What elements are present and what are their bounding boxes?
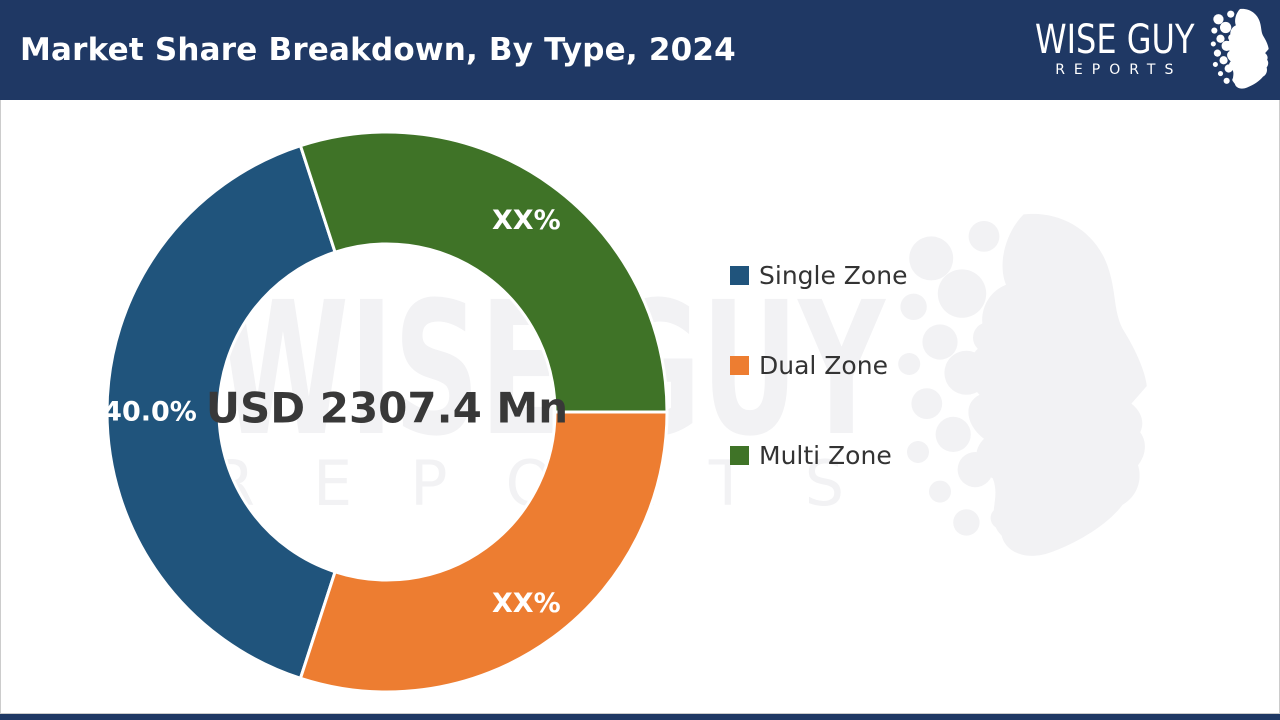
legend-item-dual-zone: Dual Zone: [730, 351, 907, 380]
brand-logo: WISE GUY REPORTS: [1015, 8, 1272, 90]
footer-bar: [0, 714, 1280, 720]
chart-canvas: WISE GUY REPORTS 40.0%XX%XX% USD 2307.4 …: [0, 100, 1280, 714]
slice-multi-zone: [298, 130, 669, 414]
slice-single-zone: [105, 143, 337, 681]
slice-label-dual-zone: XX%: [492, 588, 561, 619]
brand-subtitle: REPORTS: [1055, 62, 1183, 78]
slice-label-single-zone: 40.0%: [103, 397, 197, 428]
legend-swatch-icon: [730, 355, 749, 375]
legend-swatch-icon: [730, 445, 749, 465]
legend-label: Multi Zone: [759, 440, 892, 470]
header: Market Share Breakdown, By Type, 2024 WI…: [0, 0, 1280, 100]
brand-logo-text: WISE GUY REPORTS: [1015, 20, 1214, 78]
legend-swatch-icon: [730, 265, 749, 285]
legend-label: Single Zone: [759, 260, 908, 290]
donut-chart: 40.0% XX% XX%: [103, 130, 669, 694]
legend-item-multi-zone: Multi Zone: [730, 441, 907, 470]
page-title: Market Share Breakdown, By Type, 2024: [20, 32, 736, 68]
brand-face-icon: [1210, 8, 1272, 90]
chart-legend: Single Zone Dual Zone Multi Zone: [730, 261, 907, 535]
brand-name: WISE GUY: [1034, 17, 1195, 63]
legend-label: Dual Zone: [759, 350, 888, 380]
chart-center-value: USD 2307.4 Mn: [205, 383, 569, 433]
slice-label-multi-zone: XX%: [492, 205, 561, 236]
slice-dual-zone: [298, 410, 669, 694]
legend-item-single-zone: Single Zone: [730, 261, 907, 290]
